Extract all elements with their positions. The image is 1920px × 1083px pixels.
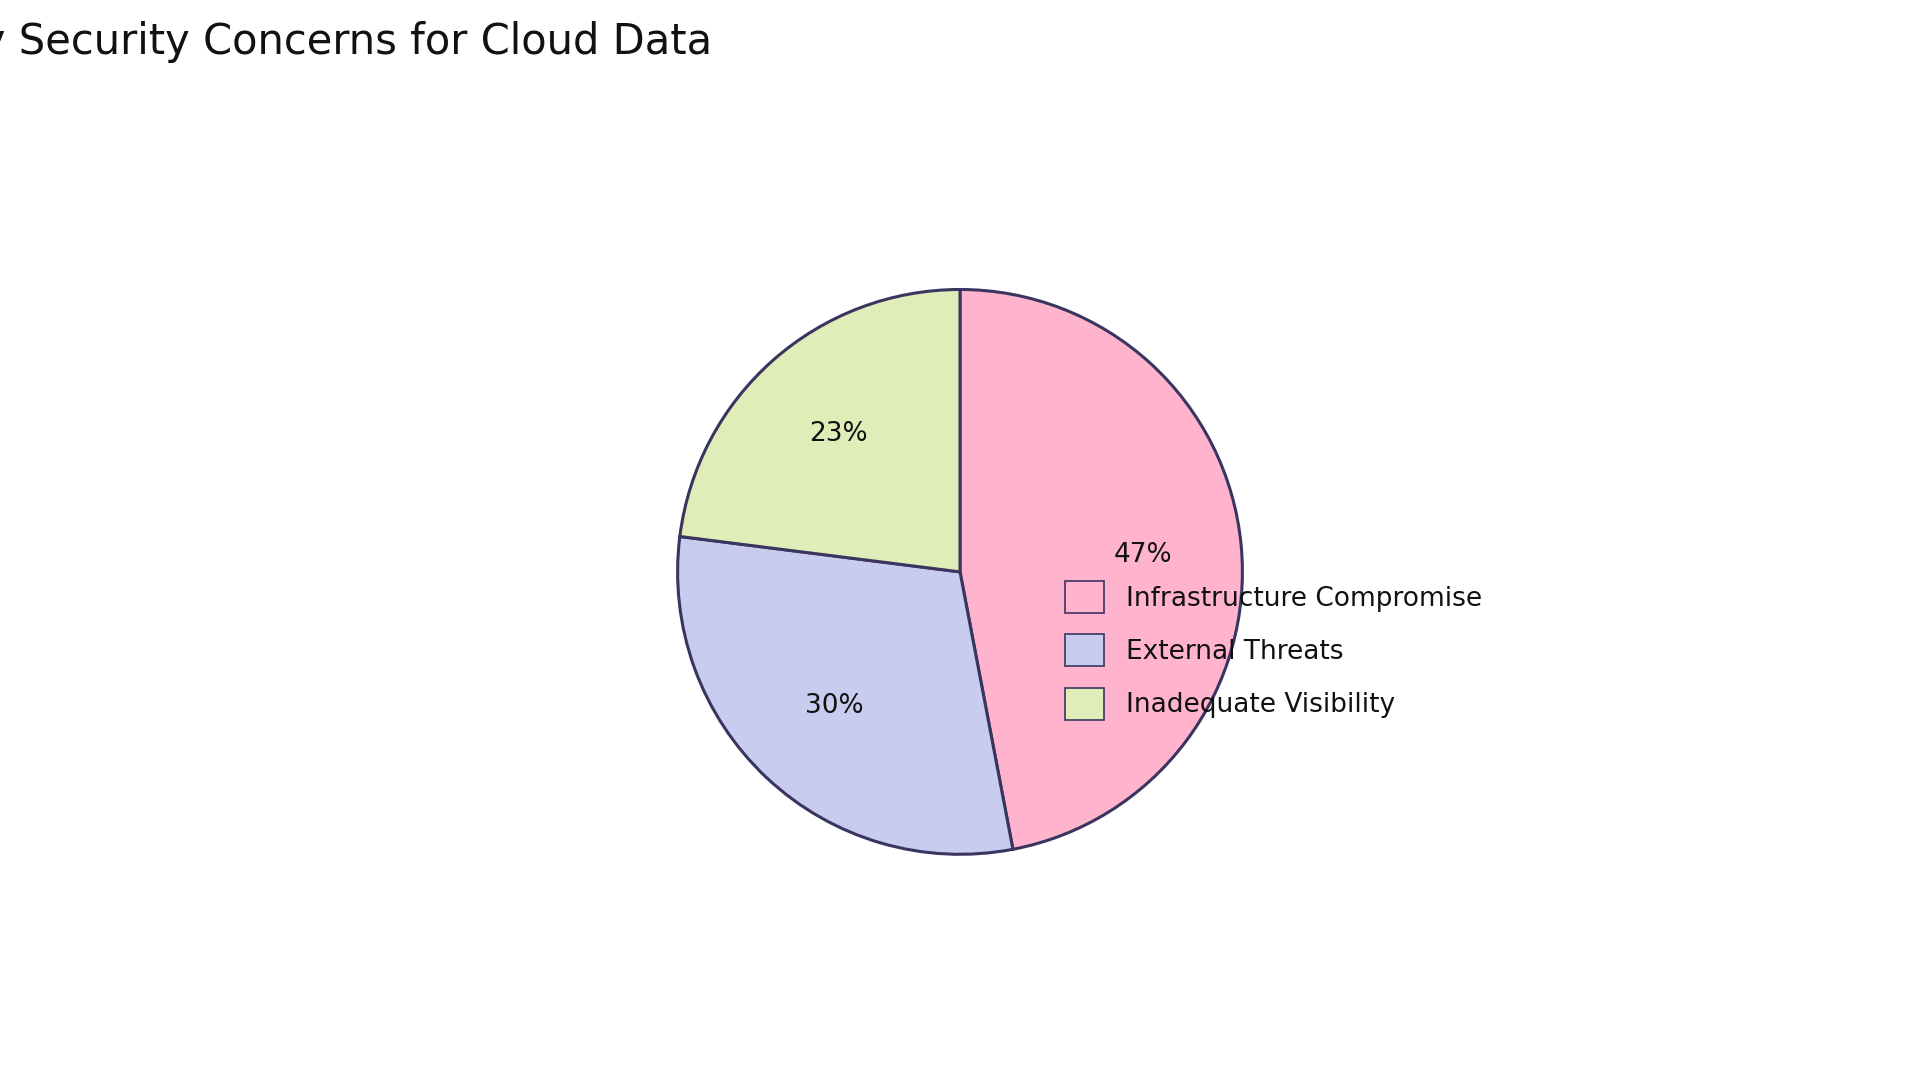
Legend: Infrastructure Compromise, External Threats, Inadequate Visibility: Infrastructure Compromise, External Thre… [1052, 567, 1496, 733]
Wedge shape [678, 536, 1014, 854]
Text: Key Security Concerns for Cloud Data: Key Security Concerns for Cloud Data [0, 21, 712, 63]
Text: 47%: 47% [1114, 542, 1171, 567]
Text: 30%: 30% [804, 693, 864, 719]
Wedge shape [960, 289, 1242, 849]
Wedge shape [680, 289, 960, 572]
Text: 23%: 23% [810, 421, 868, 447]
